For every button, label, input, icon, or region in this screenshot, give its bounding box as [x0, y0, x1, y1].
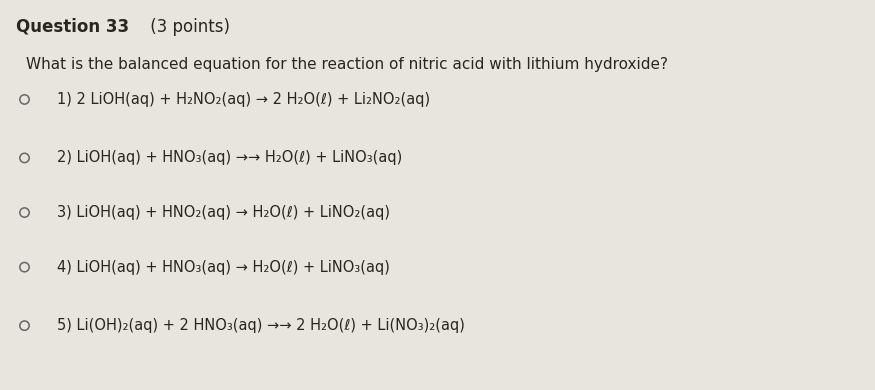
Text: 5) Li(OH)₂(aq) + 2 HNO₃(aq) →→ 2 H₂O(ℓ) + Li(NO₃)₂(aq): 5) Li(OH)₂(aq) + 2 HNO₃(aq) →→ 2 H₂O(ℓ) …	[57, 318, 465, 333]
Text: Question 33: Question 33	[16, 18, 129, 35]
Text: 2) LiOH(aq) + HNO₃(aq) →→ H₂O(ℓ) + LiNO₃(aq): 2) LiOH(aq) + HNO₃(aq) →→ H₂O(ℓ) + LiNO₃…	[57, 151, 402, 165]
Text: 3) LiOH(aq) + HNO₂(aq) → H₂O(ℓ) + LiNO₂(aq): 3) LiOH(aq) + HNO₂(aq) → H₂O(ℓ) + LiNO₂(…	[57, 205, 390, 220]
Text: 1) 2 LiOH(aq) + H₂NO₂(aq) → 2 H₂O(ℓ) + Li₂NO₂(aq): 1) 2 LiOH(aq) + H₂NO₂(aq) → 2 H₂O(ℓ) + L…	[57, 92, 430, 107]
Text: What is the balanced equation for the reaction of nitric acid with lithium hydro: What is the balanced equation for the re…	[26, 57, 668, 71]
Text: (3 points): (3 points)	[145, 18, 230, 35]
Text: 4) LiOH(aq) + HNO₃(aq) → H₂O(ℓ) + LiNO₃(aq): 4) LiOH(aq) + HNO₃(aq) → H₂O(ℓ) + LiNO₃(…	[57, 260, 389, 275]
